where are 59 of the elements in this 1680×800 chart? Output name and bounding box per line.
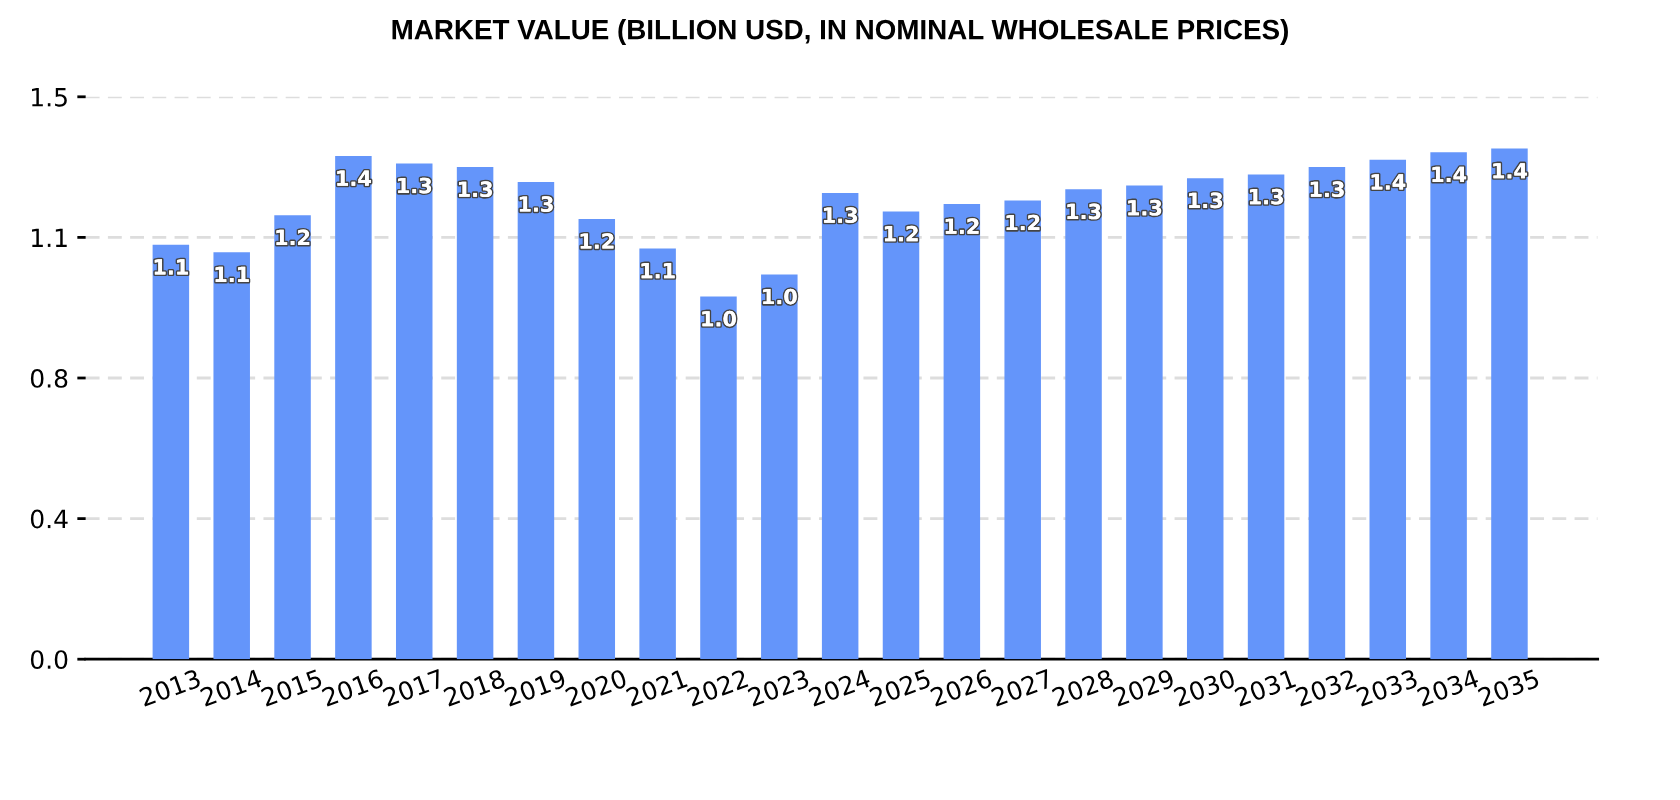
bar [1065, 189, 1102, 660]
data-label: 1.3 [1128, 199, 1162, 216]
x-tick-label: 2021 [625, 668, 688, 707]
bar [1491, 148, 1528, 660]
data-label: 1.1 [154, 259, 188, 275]
x-tick-label: 2035 [1477, 668, 1540, 707]
bar [882, 211, 920, 660]
data-label: 1.2 [276, 229, 310, 245]
bar [761, 274, 798, 660]
y-tick-label: 1.1 [32, 228, 67, 247]
bar [578, 218, 616, 660]
data-label: 1.2 [945, 218, 979, 234]
data-label: 1.2 [580, 233, 614, 249]
bar [1186, 178, 1224, 660]
bar [274, 215, 311, 660]
x-tick-label: 2015 [260, 668, 323, 707]
bar [943, 204, 981, 660]
y-tick-label: 1.5 [32, 88, 67, 107]
data-label: 1.4 [1432, 166, 1467, 183]
data-label: 1.1 [215, 266, 249, 282]
bar [335, 156, 372, 660]
bar [1126, 185, 1163, 660]
bar [821, 193, 859, 660]
data-label: 1.3 [398, 177, 432, 194]
bar [1369, 159, 1407, 660]
bar [1308, 167, 1346, 660]
data-label: 1.0 [763, 288, 797, 305]
bar [456, 167, 494, 660]
data-label: 1.3 [458, 181, 492, 198]
data-label: 1.2 [884, 225, 918, 242]
bar [213, 252, 250, 660]
data-label: 1.3 [824, 207, 857, 224]
data-label: 1.0 [702, 310, 736, 327]
chart-title: MARKET VALUE (BILLION USD, IN NOMINAL WHOLESALE PRICES) [392, 19, 1288, 45]
x-tick-label: 2031 [1233, 668, 1297, 707]
bar [700, 296, 737, 660]
bar [1247, 174, 1285, 660]
bar [152, 244, 190, 660]
data-label: 1.2 [1006, 214, 1040, 231]
y-tick-label: 0.0 [30, 650, 68, 670]
data-label: 1.3 [1310, 181, 1344, 198]
data-label: 1.3 [1067, 203, 1101, 220]
y-tick-label: 0.4 [30, 509, 68, 529]
bar [1430, 152, 1467, 660]
x-tick-label: 2032 [1294, 668, 1357, 707]
bar [639, 248, 676, 660]
bar [1004, 200, 1041, 660]
data-label: 1.4 [1371, 174, 1406, 190]
data-label: 1.4 [1493, 163, 1527, 179]
data-label: 1.1 [641, 263, 675, 279]
x-tick-label: 2022 [686, 668, 749, 707]
y-tick-label: 0.8 [30, 368, 68, 388]
data-label: 1.3 [1249, 188, 1283, 205]
bar [395, 163, 433, 660]
data-label: 1.4 [337, 170, 371, 186]
bar [517, 181, 555, 660]
data-label: 1.3 [1189, 192, 1223, 209]
x-tick-label: 2018 [442, 668, 506, 707]
data-label: 1.3 [519, 196, 553, 212]
